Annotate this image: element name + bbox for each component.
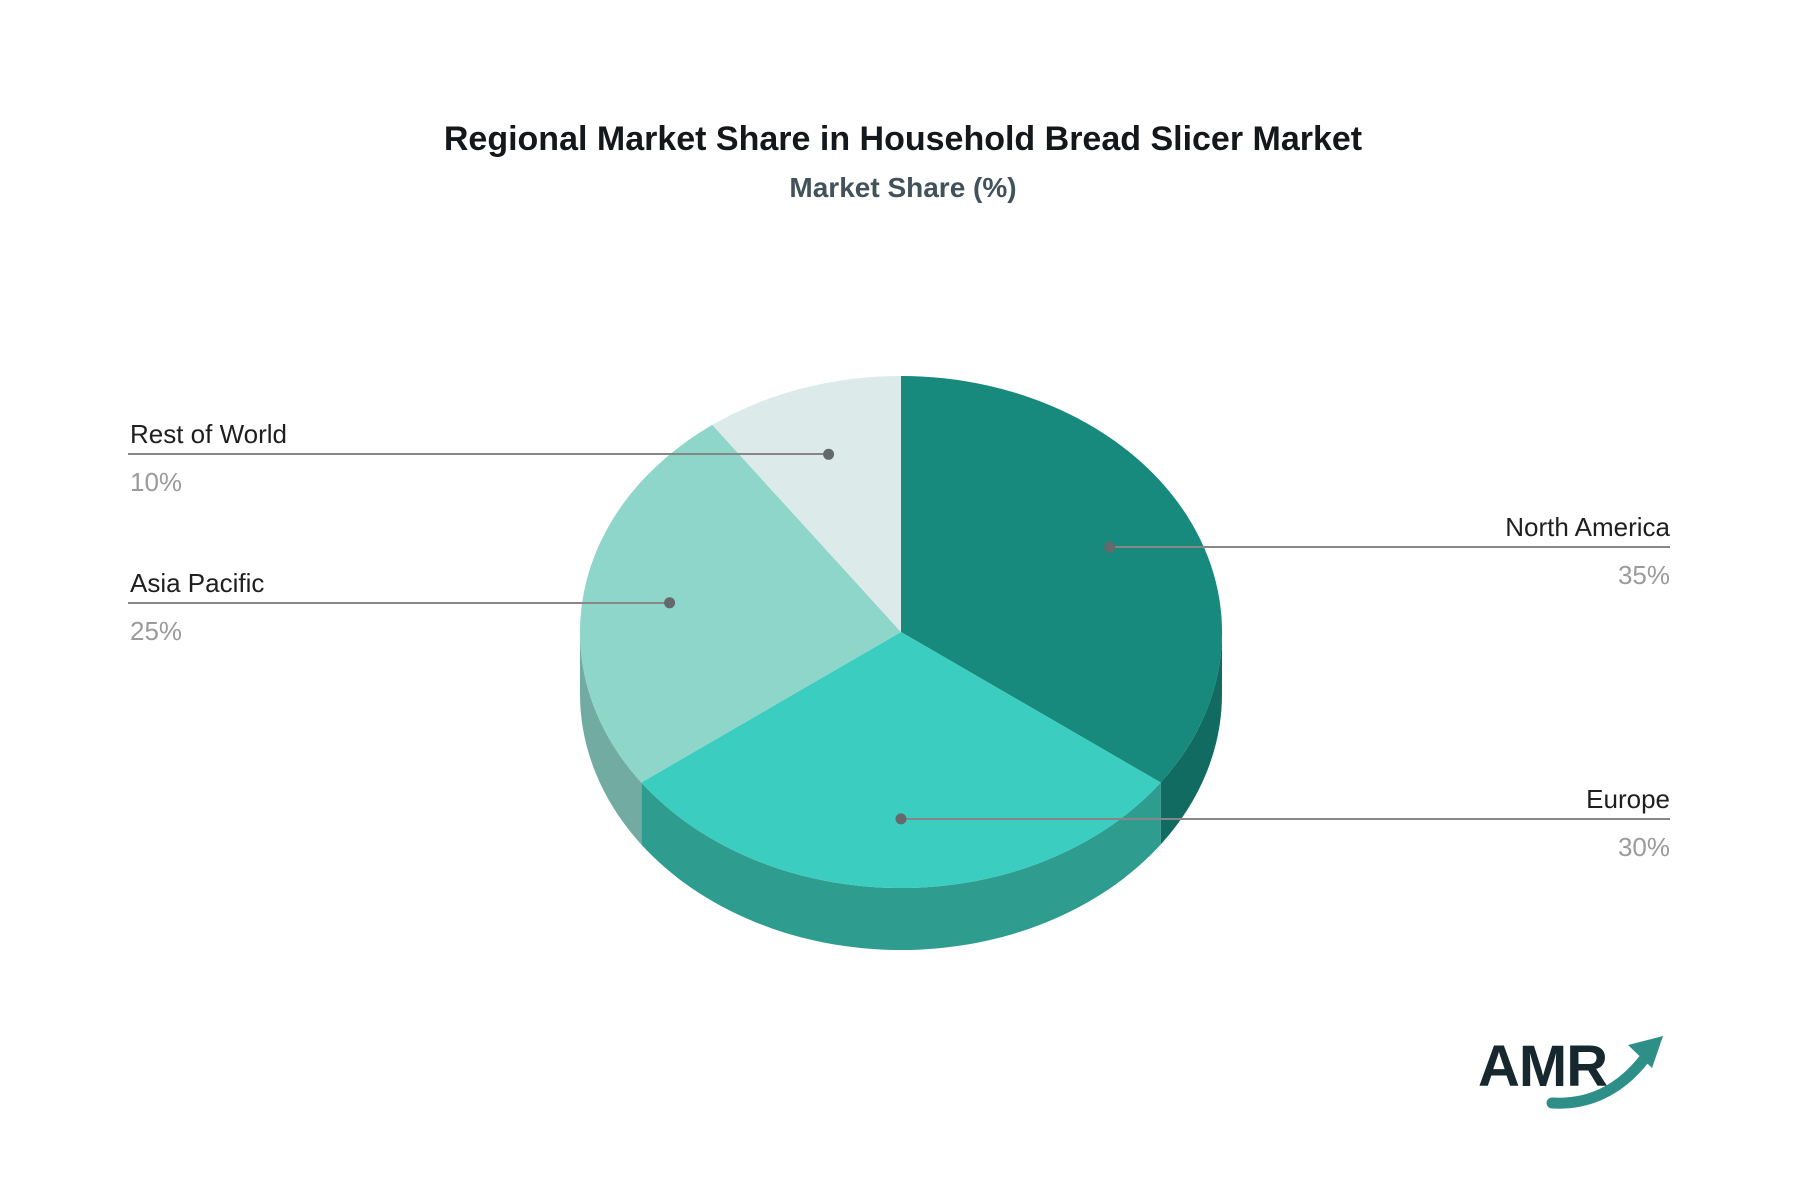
slice-percent-asia-pacific: 25% xyxy=(130,616,182,646)
slice-europe[interactable] xyxy=(641,632,1161,889)
slice-north-america[interactable] xyxy=(901,376,1223,783)
slice-percent-rest-of-world: 10% xyxy=(130,467,182,497)
leader-dot-rest-of-world xyxy=(823,448,835,460)
slice-label-europe: Europe xyxy=(1586,784,1670,814)
leader-dot-north-america xyxy=(1104,541,1116,553)
brand-logo: AMR xyxy=(1478,1034,1663,1109)
slice-side-asia-pacific xyxy=(579,632,642,845)
slice-percent-europe: 30% xyxy=(1618,832,1670,862)
slice-label-north-america: North America xyxy=(1505,512,1670,542)
chart-title: Regional Market Share in Household Bread… xyxy=(444,120,1362,158)
logo-arrow-icon xyxy=(1546,1052,1651,1109)
slice-rest-of-world[interactable] xyxy=(712,376,901,632)
slice-percent-north-america: 35% xyxy=(1618,560,1670,590)
chart-subtitle: Market Share (%) xyxy=(789,172,1016,203)
slice-label-rest-of-world: Rest of World xyxy=(130,419,287,449)
leader-dot-asia-pacific xyxy=(664,597,676,609)
slice-side-north-america xyxy=(1160,632,1222,845)
pie-3d-sides xyxy=(579,632,1222,951)
slice-side-europe xyxy=(641,782,1161,951)
slice-labels: North America 35% Europe 30% Asia Pacific 25%… xyxy=(128,419,1671,862)
slice-label-asia-pacific: Asia Pacific xyxy=(130,568,264,598)
logo-text: AMR xyxy=(1478,1034,1607,1099)
logo-arrow-head-icon xyxy=(1628,1036,1663,1068)
leader-dot-europe xyxy=(895,813,907,825)
pie-slices xyxy=(579,376,1223,889)
slice-asia-pacific[interactable] xyxy=(579,424,901,783)
